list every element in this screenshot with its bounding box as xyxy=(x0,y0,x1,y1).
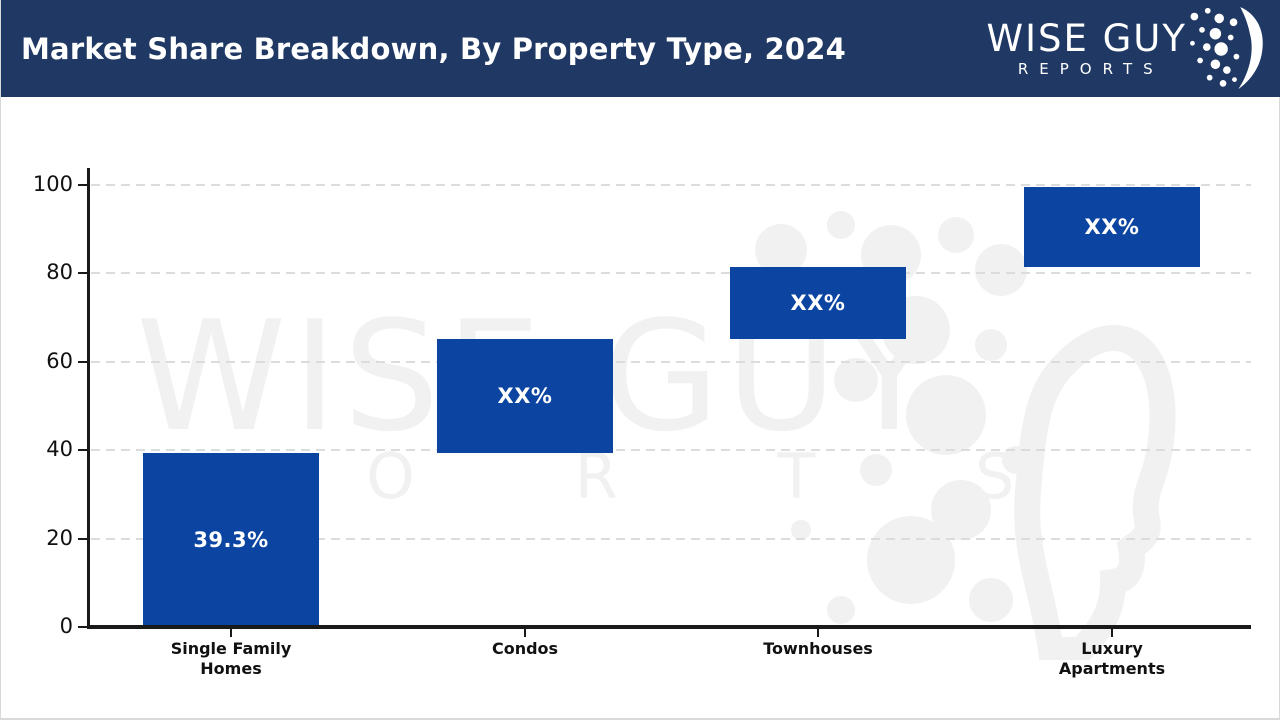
bar-condos: XX% xyxy=(437,338,613,454)
y-axis-label: 80 xyxy=(46,260,73,285)
x-axis-tick xyxy=(817,629,819,637)
x-axis-category-label: Luxury Apartments xyxy=(1058,639,1166,678)
y-axis-tick xyxy=(78,449,87,452)
y-axis-tick xyxy=(78,626,87,628)
x-axis-tick xyxy=(1111,629,1113,637)
y-axis-tick xyxy=(78,184,87,186)
bar-value-label: XX% xyxy=(790,291,846,315)
y-axis-tick xyxy=(78,537,87,540)
y-axis-label: 0 xyxy=(59,614,73,638)
bar-townhouses: XX% xyxy=(730,267,906,339)
gridline xyxy=(91,184,1251,186)
x-axis-tick xyxy=(524,629,526,637)
header-bar: Market Share Breakdown, By Property Type… xyxy=(1,0,1280,97)
watermark-face-dots-icon xyxy=(755,211,1176,660)
page-title: Market Share Breakdown, By Property Type… xyxy=(21,31,847,66)
x-axis-category-label: Condos xyxy=(491,639,559,658)
y-axis-label: 40 xyxy=(46,437,73,462)
bar-value-label: 39.3% xyxy=(193,528,269,553)
y-axis-label: 20 xyxy=(46,525,73,550)
logo-subtext: REPORTS xyxy=(1017,59,1164,78)
x-axis-category-label: Townhouses xyxy=(763,639,873,658)
x-axis-category-label: Single Family Homes xyxy=(170,639,292,678)
gridline xyxy=(91,360,1251,363)
logo-face-dots-icon xyxy=(1190,6,1263,89)
bar-value-label: XX% xyxy=(1084,215,1140,240)
watermark-head-outline xyxy=(1014,325,1176,660)
logo-wordmark: WISE GUY xyxy=(986,16,1187,60)
y-axis-line xyxy=(87,168,90,629)
x-axis-line xyxy=(87,625,1251,629)
x-axis-tick xyxy=(230,629,232,637)
bar-luxury-apartments: XX% xyxy=(1024,187,1200,268)
bar-value-label: XX% xyxy=(497,384,553,409)
gridline xyxy=(91,272,1251,275)
bar-single-family-homes: 39.3% xyxy=(143,453,319,627)
gridline xyxy=(91,449,1251,452)
gridline xyxy=(91,537,1251,540)
y-axis-label: 60 xyxy=(46,348,73,373)
wise-guy-reports-logo: WISE GUY REPORTS xyxy=(987,3,1280,95)
y-axis-tick xyxy=(78,272,87,275)
y-axis-tick xyxy=(78,360,87,363)
y-axis-label: 100 xyxy=(32,172,73,196)
